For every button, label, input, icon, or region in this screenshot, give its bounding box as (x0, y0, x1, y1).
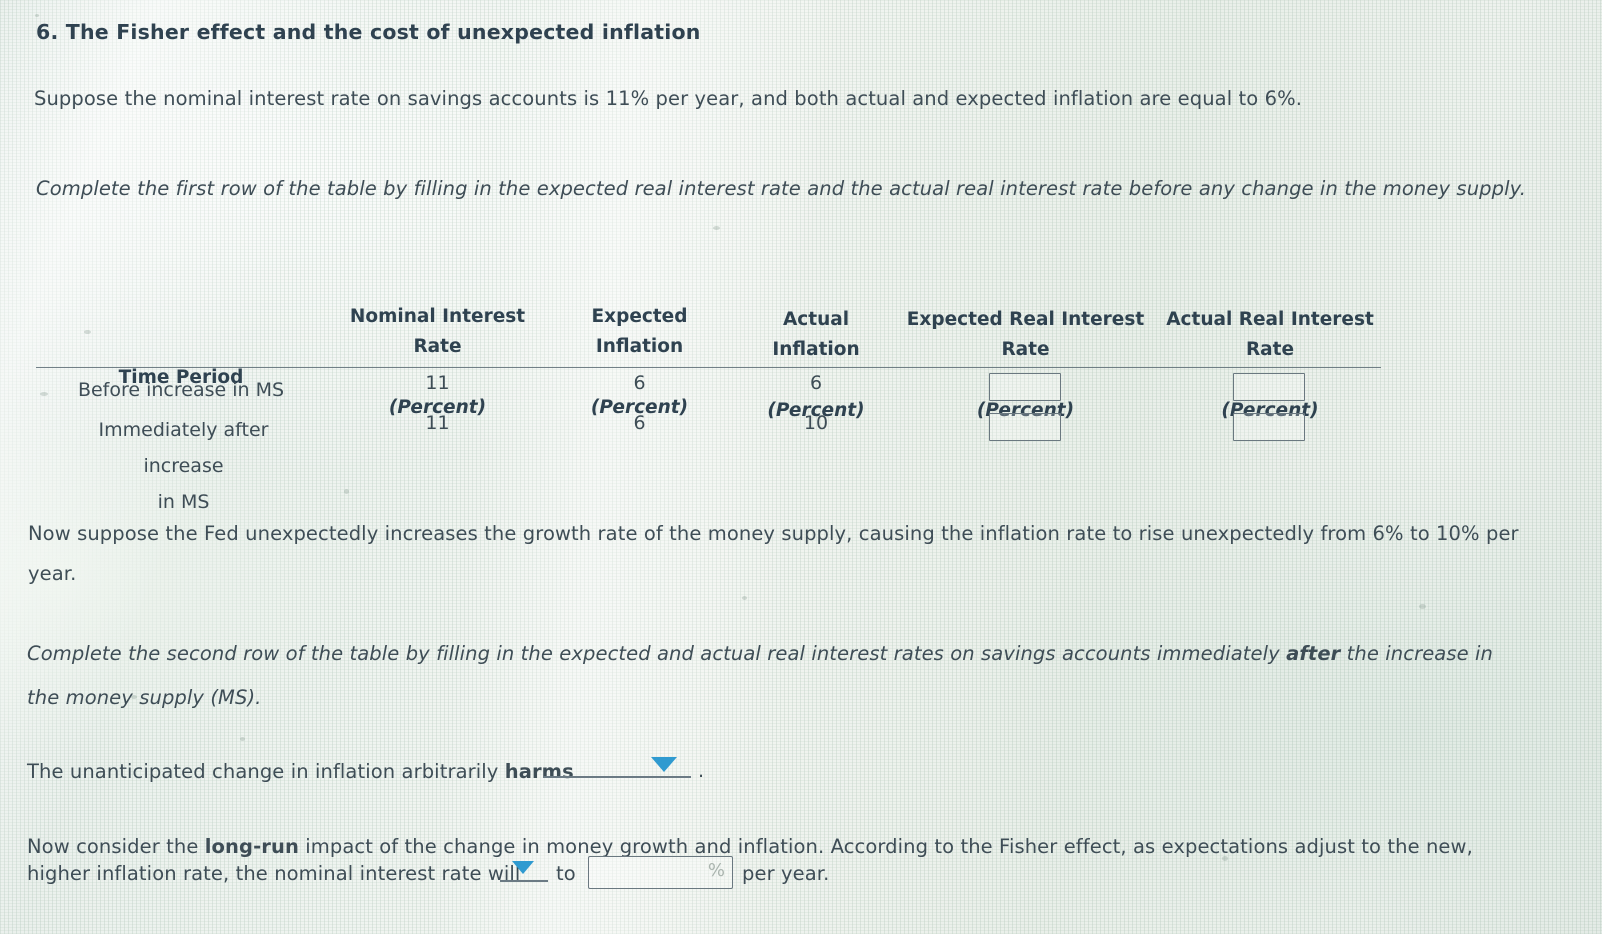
dust-speck (35, 14, 39, 17)
cell-expected-inflation-row2: 6 (633, 412, 646, 434)
dust-speck (344, 489, 349, 494)
harms-dropdown[interactable] (543, 752, 691, 778)
chevron-down-icon[interactable] (512, 861, 534, 874)
table-header-nominal-interest-rate-title: Nominal Interest Rate (349, 305, 526, 358)
percent-placeholder: % (707, 860, 725, 881)
harms-sentence-prefix: The unanticipated change in inflation ar… (27, 760, 505, 783)
table-header-expected-real-interest-rate-title: Expected Real Interest Rate (906, 308, 1145, 361)
longrun-line1-part2: impact of the change in money growth and… (298, 835, 1473, 858)
table-row: Before increase in MS (77, 379, 285, 401)
table-header-nominal-interest-rate: Nominal Interest Rate (Percent) (330, 271, 545, 424)
cell-actual-inflation-row2: 10 (803, 412, 829, 434)
table-header-divider (36, 367, 1381, 368)
chevron-down-icon[interactable] (651, 757, 677, 772)
instruction-second-row-line2: the money supply (MS). (27, 686, 262, 709)
table-header-expected-inflation: Expected Inflation (Percent) (552, 271, 727, 424)
dust-speck (713, 226, 720, 230)
dust-speck (742, 596, 747, 600)
fisher-effect-table: Time Period Nominal Interest Rate (Perce… (0, 262, 1420, 513)
instruction-second-row-part2: the increase in (1340, 642, 1493, 665)
table-header-actual-inflation: Actual Inflation (Percent) (730, 274, 902, 427)
table-header-actual-real-interest-rate: Actual Real Interest Rate (Percent) (1150, 274, 1390, 427)
harms-sentence: The unanticipated change in inflation ar… (27, 760, 574, 783)
table-header-actual-real-interest-rate-title: Actual Real Interest Rate (1166, 308, 1374, 361)
instruction-second-row-part1: Complete the second row of the table by … (27, 642, 1287, 665)
input-expected-real-rate-row2[interactable] (989, 413, 1061, 441)
cell-actual-inflation-row1: 6 (809, 372, 823, 394)
longrun-rate-input[interactable]: % (588, 856, 733, 889)
intro-paragraph: Suppose the nominal interest rate on sav… (34, 87, 1303, 110)
table-header-actual-inflation-title: Actual Inflation (772, 308, 860, 361)
longrun-rate-dropdown[interactable] (500, 856, 548, 882)
paragraph-money-supply-increase: Now suppose the Fed unexpectedly increas… (28, 522, 1519, 545)
dust-speck (1419, 604, 1426, 609)
instruction-second-row-emphasis: after (1286, 642, 1341, 665)
longrun-sentence-per-year: per year. (742, 862, 830, 885)
longrun-sentence-line1: Now consider the long-run impact of the … (27, 835, 1473, 858)
cell-nominal-rate-row2: 11 (425, 412, 450, 434)
cell-expected-inflation-row1: 6 (633, 372, 646, 394)
table-header-expected-real-interest-rate: Expected Real Interest Rate (Percent) (898, 274, 1153, 427)
dust-speck (240, 737, 245, 741)
longrun-line1-emphasis: long-run (204, 835, 299, 858)
input-actual-real-rate-row2[interactable] (1233, 413, 1305, 441)
instruction-second-row: Complete the second row of the table by … (27, 642, 1493, 665)
longrun-line1-part1: Now consider the (27, 835, 205, 858)
paragraph-money-supply-increase-line2: year. (28, 562, 77, 585)
table-row: Immediately after increase in MS (98, 419, 269, 513)
cell-nominal-rate-row1: 11 (425, 372, 450, 394)
table-header-expected-inflation-title: Expected Inflation (591, 305, 688, 358)
longrun-sentence-line2-prefix: higher inflation rate, the nominal inter… (27, 862, 521, 885)
input-actual-real-rate-row1[interactable] (1233, 373, 1305, 401)
longrun-sentence-to: to (556, 862, 576, 885)
input-expected-real-rate-row1[interactable] (989, 373, 1061, 401)
instruction-first-row: Complete the first row of the table by f… (36, 177, 1527, 200)
harms-sentence-period: . (698, 760, 705, 782)
page-title: 6. The Fisher effect and the cost of une… (36, 20, 701, 44)
